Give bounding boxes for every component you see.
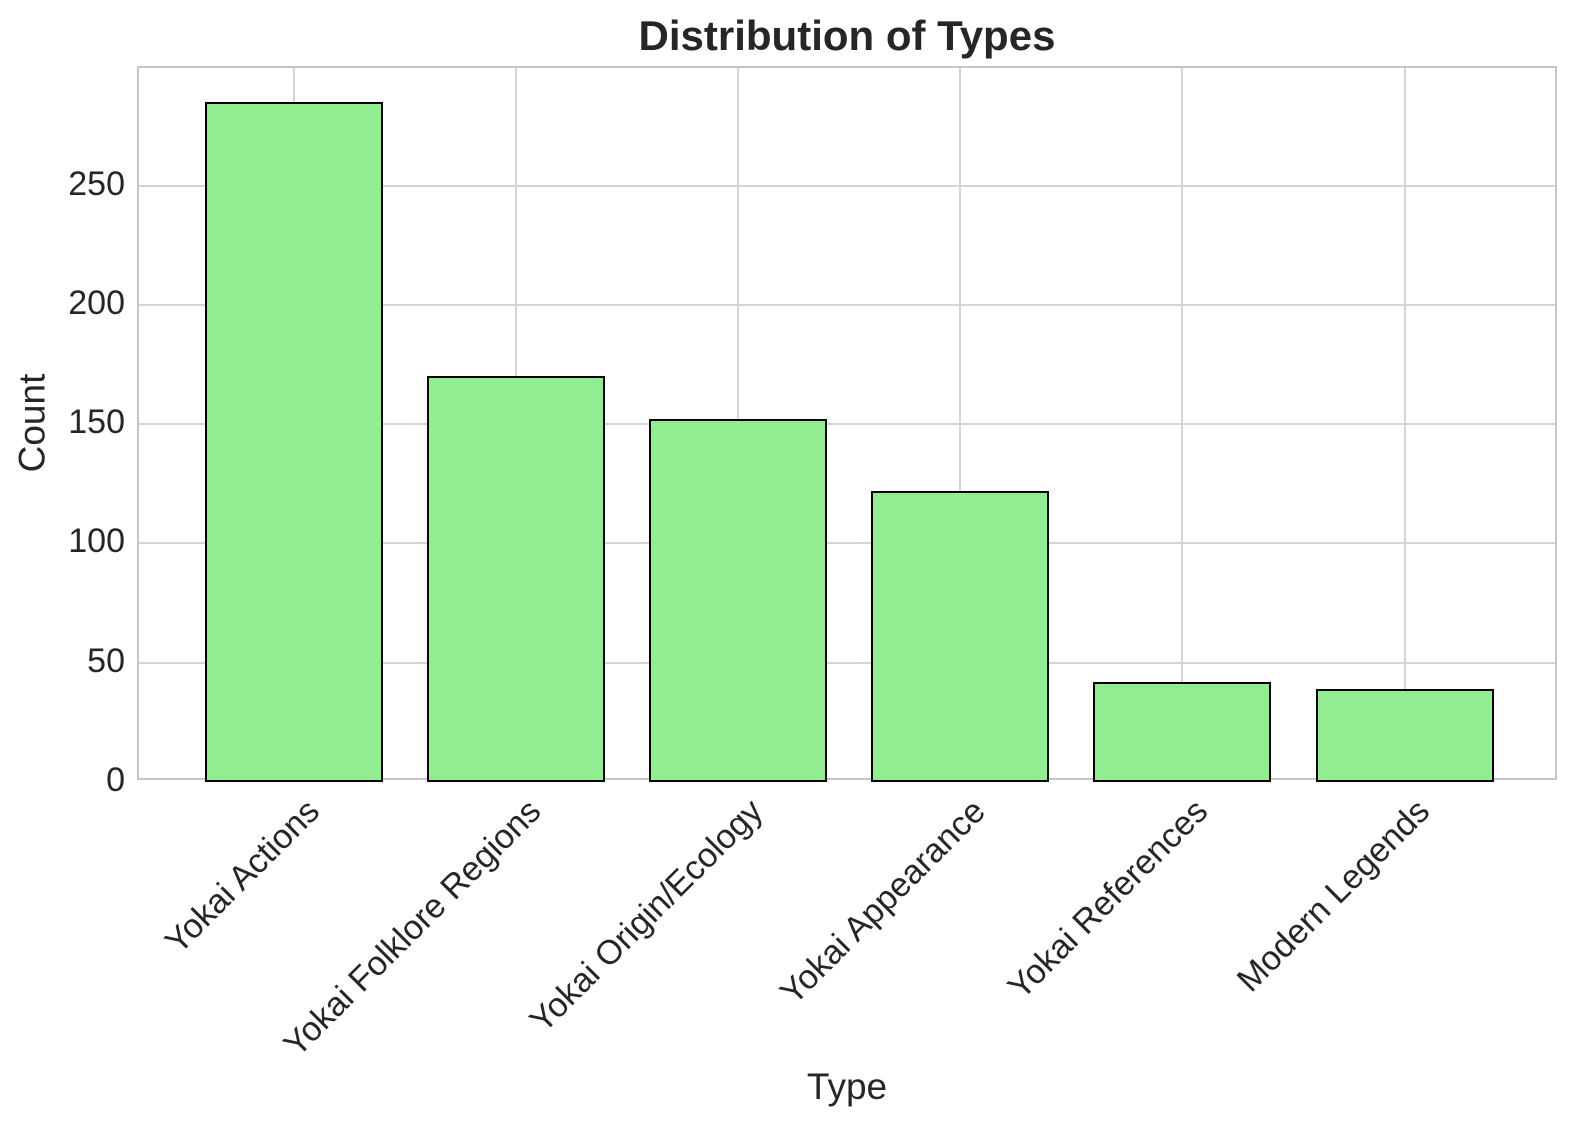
y-axis-label-wrap: Count <box>0 66 64 780</box>
x-axis-label: Type <box>806 1066 888 1107</box>
x-tick-label: Yokai Appearance <box>773 792 993 1012</box>
bar-yokai-appearance <box>871 490 1050 782</box>
y-tick-label: 0 <box>106 761 125 799</box>
gridline-horizontal <box>139 661 1555 664</box>
gridline-horizontal <box>139 542 1555 545</box>
x-tick-label: Yokai References <box>1000 792 1216 1007</box>
bar-yokai-references <box>1093 681 1272 782</box>
x-tick-label: Modern Legends <box>1230 792 1438 1000</box>
x-tick-label: Yokai Actions <box>157 792 327 961</box>
y-tick-label: 50 <box>87 641 125 680</box>
gridline-vertical <box>959 68 962 778</box>
y-tick-label: 200 <box>68 283 125 322</box>
x-tick-label: Yokai Origin/Ecology <box>522 792 771 1040</box>
gridline-horizontal <box>139 184 1555 187</box>
gridline-vertical <box>1403 68 1406 778</box>
gridline-vertical <box>1181 68 1184 778</box>
x-tick-label: Yokai Folklore Regions <box>276 792 549 1064</box>
bar-modern-legends <box>1315 688 1494 782</box>
bar-yokai-actions <box>204 102 383 782</box>
gridline-horizontal <box>139 423 1555 426</box>
plot-area <box>137 66 1557 782</box>
gridline-horizontal <box>139 303 1555 306</box>
y-tick-label: 150 <box>68 403 125 442</box>
chart-title: Distribution of Types <box>638 12 1056 59</box>
y-tick-label: 250 <box>68 164 125 203</box>
y-tick-label: 100 <box>68 522 125 561</box>
bar-yokai-origin-ecology <box>648 419 827 782</box>
bar-yokai-folklore-regions <box>426 376 605 782</box>
y-axis-label: Count <box>11 373 53 473</box>
